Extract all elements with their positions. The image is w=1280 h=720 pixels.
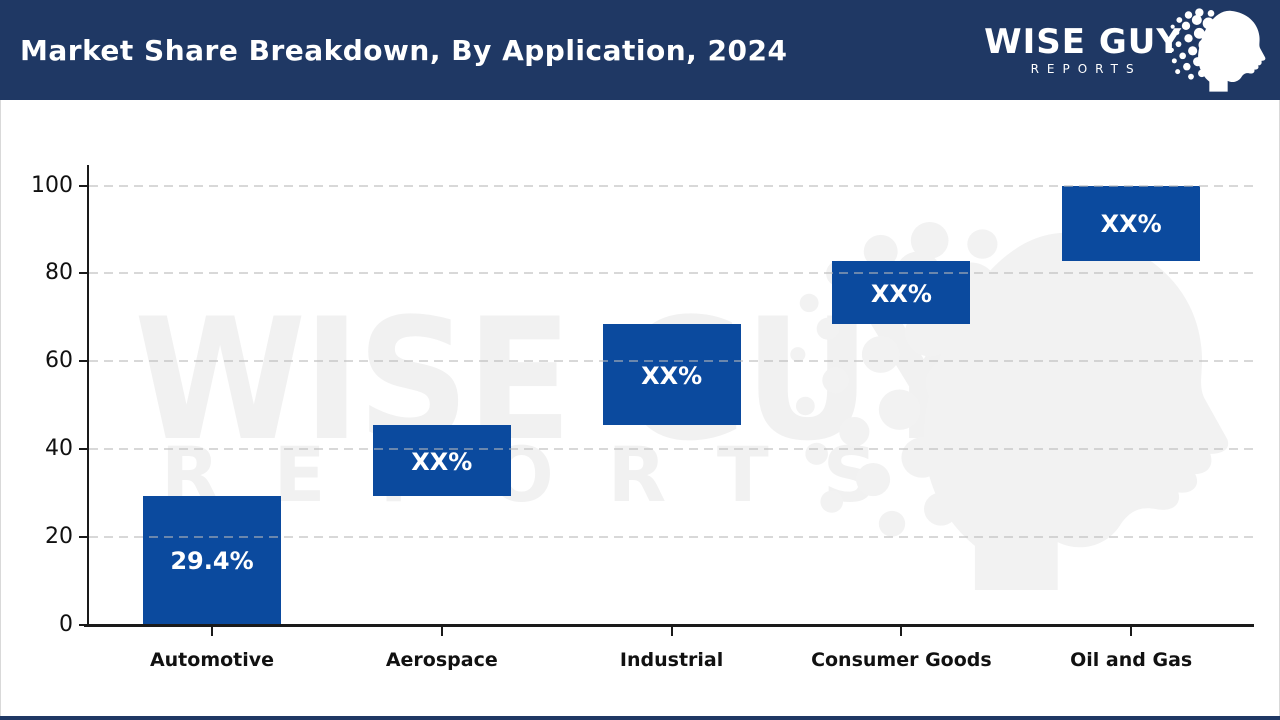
bar-industrial xyxy=(602,323,741,426)
x-axis-tick xyxy=(211,627,213,636)
x-axis-category-label-aerospace: Aerospace xyxy=(385,649,498,671)
brand-subtitle: REPORTS xyxy=(1030,62,1142,76)
x-axis-tick xyxy=(1130,627,1133,636)
x-axis-category-label-industrial: Industrial xyxy=(619,649,724,671)
y-axis-tick-label: 20 xyxy=(45,524,73,550)
bar-label-industrial: XX% xyxy=(641,361,703,390)
y-axis-tick xyxy=(79,360,87,363)
y-axis-tick xyxy=(79,272,87,275)
bar-oil-and-gas xyxy=(1062,185,1201,261)
y-axis-tick-label: 0 xyxy=(59,612,73,637)
x-axis-tick xyxy=(670,627,673,636)
bar-label-consumer-goods: XX% xyxy=(870,279,932,308)
y-axis-tick xyxy=(79,624,87,626)
x-axis-tick xyxy=(900,627,903,636)
head-profile-logo-icon xyxy=(1168,8,1266,92)
gridline-80 xyxy=(89,272,1254,275)
y-axis-tick-label: 100 xyxy=(31,172,73,198)
header-bar: Market Share Breakdown, By Application, … xyxy=(0,0,1280,100)
footer-bar xyxy=(0,716,1280,720)
plot-area: 0 20 40 60 80 100 29.4% Automotive XX% Aerospace X… xyxy=(31,165,1254,671)
y-axis-line xyxy=(87,165,89,627)
page-title: Market Share Breakdown, By Application, … xyxy=(20,33,788,67)
x-axis-category-label-consumer-goods: Consumer Goods xyxy=(811,649,992,671)
y-axis-tick-label: 60 xyxy=(45,348,73,374)
y-axis-tick-label: 80 xyxy=(45,260,73,286)
brand-logo: WISE GUY REPORTS xyxy=(984,0,1266,100)
chart-canvas: WISE GUY REPORTS 0 20 40 60 80 100 29.4% Automo… xyxy=(0,100,1280,716)
bar-label-aerospace: XX% xyxy=(411,447,473,476)
bar-aerospace xyxy=(372,425,511,496)
bar-label-automotive: 29.4% xyxy=(170,547,254,576)
bar-automotive xyxy=(143,495,281,625)
gridline-20 xyxy=(89,536,1254,539)
y-axis-tick xyxy=(79,536,87,539)
gridline-100 xyxy=(89,184,1254,187)
y-axis-tick xyxy=(79,184,87,187)
y-axis-tick xyxy=(79,448,87,451)
bar-label-oil-and-gas: XX% xyxy=(1100,210,1162,239)
x-axis-category-label-automotive: Automotive xyxy=(149,649,275,671)
bar-consumer-goods xyxy=(832,261,971,324)
y-axis-tick-label: 40 xyxy=(45,436,73,462)
x-axis-line xyxy=(84,624,1254,627)
gridline-60 xyxy=(89,360,1254,363)
brand-name: WISE GUY xyxy=(984,22,1182,62)
x-axis-category-label-oil-and-gas: Oil and Gas xyxy=(1070,649,1193,671)
gridline-40 xyxy=(89,448,1254,451)
brand-logo-text: WISE GUY REPORTS xyxy=(984,25,1182,75)
x-axis-tick xyxy=(440,627,443,636)
